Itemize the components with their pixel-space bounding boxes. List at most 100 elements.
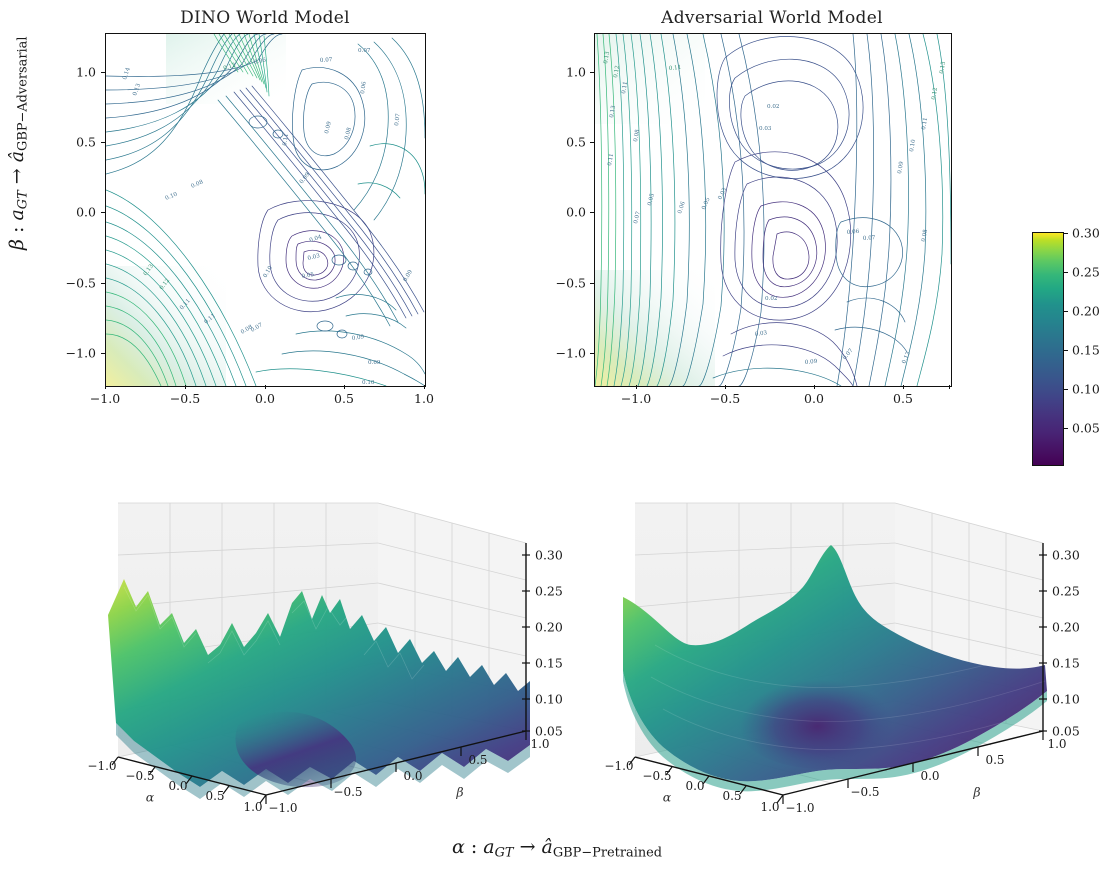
xtick-label: 1.0	[414, 391, 434, 406]
figure-xlabel: α : aGT → âGBP−Pretrained	[451, 836, 663, 861]
svg-text:0.11: 0.11	[669, 65, 682, 72]
xtick-label: 0.0	[804, 391, 824, 406]
svg-text:0.09: 0.09	[897, 161, 905, 175]
ztick-label: 0.05	[1052, 723, 1080, 739]
beta-tick-label: −1.0	[268, 801, 298, 815]
alpha-tick-label: −0.5	[125, 769, 155, 783]
contour-plot-dino: 0.14 0.13 0.08 0.10 0.12 0.06 0.07 0.07 …	[105, 33, 426, 387]
alpha-tick-label: 1.0	[760, 800, 780, 814]
panel-title-left: DINO World Model	[180, 8, 350, 28]
svg-text:0.04: 0.04	[309, 234, 323, 244]
xtick-label: 0.0	[255, 391, 275, 406]
beta-tick-label: −0.5	[333, 785, 363, 799]
alpha-tick-label: −0.5	[642, 769, 672, 783]
svg-text:0.11: 0.11	[921, 117, 929, 130]
colorbar-tick-label: 0.30	[1072, 225, 1100, 241]
colorbar: 0.30 0.25 0.20 0.15 0.10 0.05 Loss (γ-sc…	[1032, 226, 1100, 466]
svg-text:0.07: 0.07	[633, 211, 642, 225]
alpha-axis-name: α	[145, 789, 155, 805]
figure-ylabel: β : aGT → âGBP−Adversarial	[6, 36, 31, 250]
contour-plot-adversarial: 0.13 0.12 0.11 0.13 0.08 0.11 0.05 0.07 …	[594, 33, 952, 387]
ytick-label: 0.0	[76, 204, 96, 220]
svg-text:0.05: 0.05	[301, 272, 315, 280]
ztick-label: 0.05	[535, 723, 563, 739]
ytick-label: −0.5	[65, 275, 96, 291]
ztick-label: 0.30	[535, 547, 563, 563]
ytick-label: 1.0	[76, 64, 96, 80]
beta-tick-label: −0.5	[850, 785, 880, 799]
svg-text:0.10: 0.10	[362, 380, 375, 386]
alpha-tick-label: 0.0	[685, 779, 705, 793]
svg-text:0.09: 0.09	[351, 334, 365, 342]
colorbar-tick-label: 0.10	[1072, 381, 1100, 397]
ztick-label: 0.20	[1052, 619, 1080, 635]
svg-text:0.07: 0.07	[842, 348, 855, 362]
beta-axis-name: β	[973, 784, 981, 800]
ztick-label: 0.10	[1052, 691, 1080, 707]
svg-text:0.03: 0.03	[717, 187, 728, 201]
beta-tick-label: 1.0	[1047, 737, 1067, 751]
colorbar-tick-label: 0.25	[1072, 264, 1100, 280]
beta-tick-label: 0.0	[920, 769, 940, 783]
beta-axis-name: β	[456, 784, 464, 800]
svg-text:0.06: 0.06	[253, 57, 267, 66]
svg-text:0.03: 0.03	[754, 330, 768, 338]
svg-text:0.12: 0.12	[223, 62, 237, 72]
svg-text:0.08: 0.08	[344, 127, 353, 141]
beta-tick-label: 1.0	[530, 737, 550, 751]
ytick-label: 0.5	[76, 134, 96, 150]
alpha-tick-label: −1.0	[604, 759, 634, 773]
svg-text:0.09: 0.09	[368, 360, 381, 366]
svg-text:0.06: 0.06	[677, 200, 687, 214]
svg-text:0.03: 0.03	[307, 253, 321, 262]
ytick-label: 1.0	[566, 64, 586, 80]
xtick-label: −1.0	[89, 391, 121, 406]
svg-text:0.11: 0.11	[607, 153, 615, 166]
svg-text:0.11: 0.11	[621, 81, 629, 94]
ytick-label: −0.5	[555, 275, 586, 291]
svg-text:0.12: 0.12	[613, 65, 621, 79]
ztick-label: 0.30	[1052, 547, 1080, 563]
svg-text:0.11: 0.11	[282, 133, 290, 146]
svg-text:0.08: 0.08	[921, 229, 929, 243]
ztick-label: 0.10	[535, 691, 563, 707]
svg-text:0.02: 0.02	[767, 104, 780, 110]
xtick-label: −1.0	[620, 391, 652, 406]
contour-svg-dino: 0.14 0.13 0.08 0.10 0.12 0.06 0.07 0.07 …	[106, 34, 425, 386]
xtick-label: −0.5	[709, 391, 741, 406]
surface-svg-dino	[108, 502, 530, 804]
alpha-tick-label: 1.0	[243, 800, 263, 814]
svg-text:0.08: 0.08	[240, 324, 254, 336]
svg-text:0.13: 0.13	[603, 51, 611, 65]
svg-text:0.07: 0.07	[394, 113, 402, 127]
svg-text:0.13: 0.13	[939, 61, 947, 75]
svg-text:0.05: 0.05	[701, 197, 711, 211]
svg-text:0.13: 0.13	[901, 351, 912, 365]
svg-text:0.08: 0.08	[190, 179, 204, 190]
beta-tick-label: −1.0	[785, 801, 815, 815]
colorbar-tick-label: 0.20	[1072, 303, 1100, 319]
xtick-label: 0.5	[893, 391, 913, 406]
svg-text:0.05: 0.05	[647, 193, 656, 207]
svg-text:0.07: 0.07	[250, 322, 264, 334]
panel-title-right: Adversarial World Model	[661, 8, 883, 28]
svg-text:0.09: 0.09	[299, 171, 312, 185]
beta-tick-label: 0.5	[468, 753, 488, 767]
beta-tick-label: 0.5	[985, 753, 1005, 767]
svg-text:0.14: 0.14	[122, 66, 132, 80]
svg-text:0.02: 0.02	[765, 296, 778, 302]
ytick-label: 0.5	[566, 134, 586, 150]
alpha-tick-label: 0.5	[205, 789, 225, 803]
colorbar-gradient	[1032, 232, 1064, 466]
ztick-label: 0.20	[535, 619, 563, 635]
alpha-tick-label: 0.0	[168, 779, 188, 793]
svg-text:0.07: 0.07	[320, 57, 333, 64]
ytick-label: −1.0	[65, 345, 96, 361]
surface-plot-adversarial: −1.0 −0.5 0.0 0.5 1.0 α −1.0 −0.5 0.0 0.…	[595, 495, 1080, 835]
ztick-label: 0.15	[535, 655, 563, 671]
svg-text:0.10: 0.10	[165, 191, 179, 201]
svg-text:0.08: 0.08	[633, 129, 641, 143]
svg-text:0.13: 0.13	[132, 83, 142, 97]
svg-text:0.09: 0.09	[805, 359, 818, 366]
